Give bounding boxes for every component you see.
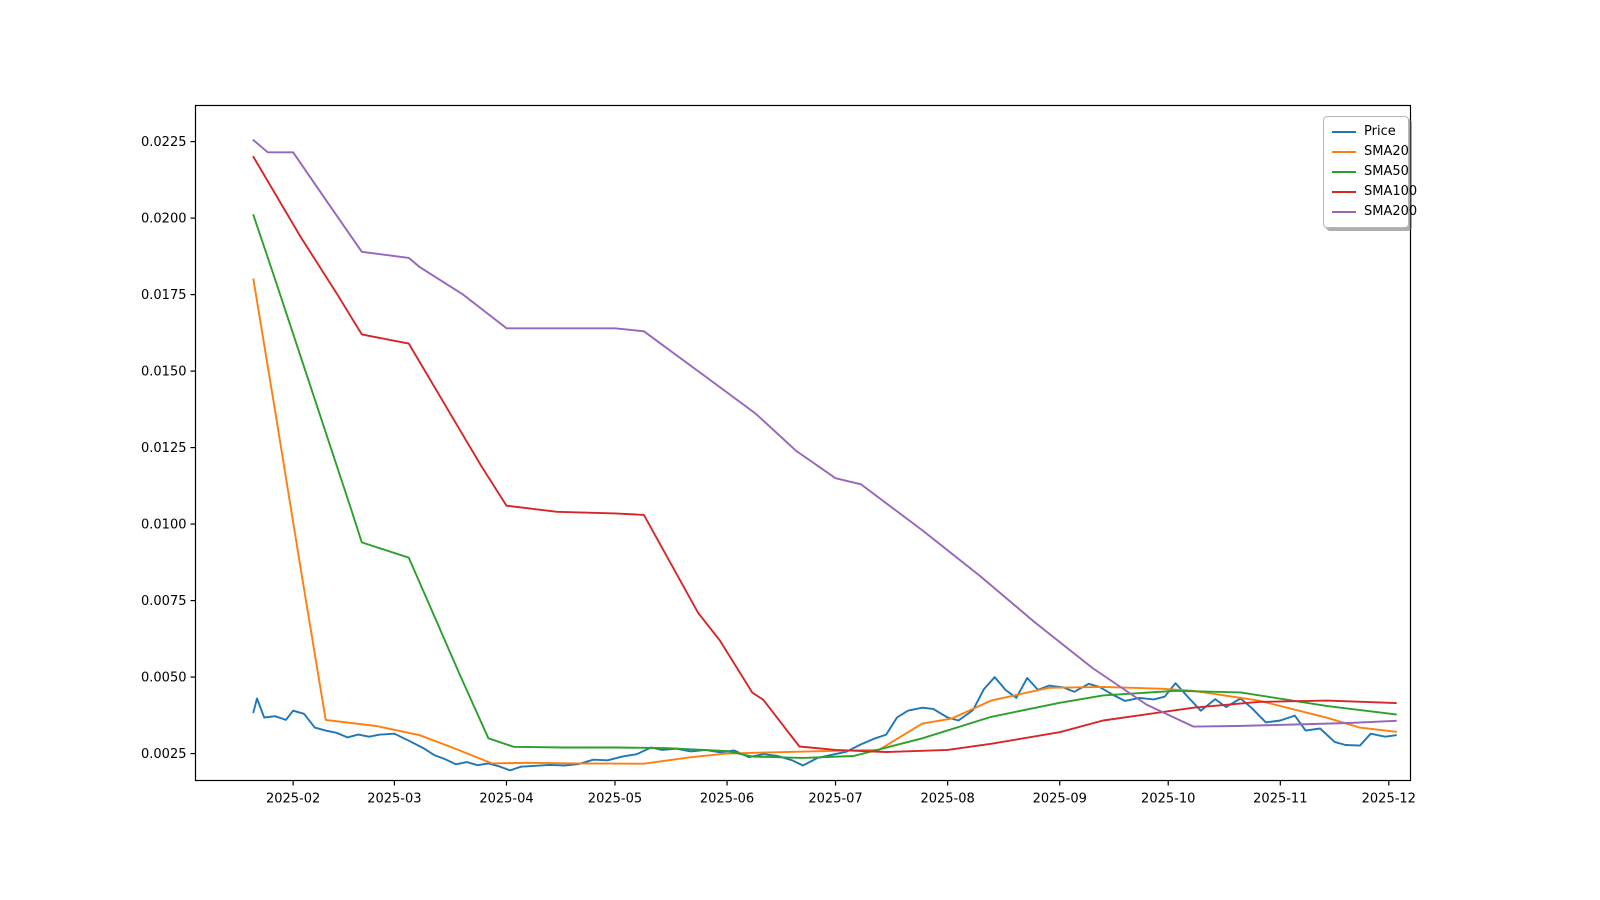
y-tick-label: 0.0075 [141, 594, 187, 609]
y-tick-label: 0.0200 [141, 212, 187, 227]
legend-swatch-sma200 [1332, 211, 1356, 213]
y-tick-label: 0.0175 [141, 288, 187, 303]
legend-item-sma200: SMA200 [1332, 202, 1417, 222]
y-tick-label: 0.0125 [141, 441, 187, 456]
x-tick-label: 2025-10 [1141, 792, 1195, 807]
x-tick-label: 2025-06 [700, 792, 754, 807]
y-tick-label: 0.0050 [141, 671, 187, 686]
plot-border [194, 104, 1412, 782]
legend-item-price: Price [1332, 122, 1401, 142]
x-tick-label: 2025-04 [479, 792, 533, 807]
x-tick-label: 2025-12 [1362, 792, 1416, 807]
series-line-sma200 [252, 139, 1397, 728]
x-tick-label: 2025-07 [808, 792, 862, 807]
x-tick-label: 2025-03 [367, 792, 421, 807]
legend-label-sma200: SMA200 [1364, 204, 1418, 219]
legend: Price SMA20 SMA50 SMA100 SMA200 [1323, 116, 1417, 228]
legend-item-sma50: SMA50 [1332, 162, 1409, 182]
series-line-sma50 [252, 214, 1397, 759]
legend-swatch-sma50 [1332, 171, 1356, 173]
y-tick-label: 0.0225 [141, 135, 187, 150]
legend-item-sma20: SMA20 [1332, 142, 1409, 162]
legend-label-price: Price [1364, 124, 1396, 139]
y-tick-label: 0.0025 [141, 747, 187, 762]
series-line-sma100 [252, 155, 1397, 753]
x-tick-label: 2025-05 [588, 792, 642, 807]
legend-label-sma20: SMA20 [1364, 144, 1409, 159]
legend-swatch-price [1332, 131, 1356, 133]
legend-label-sma100: SMA100 [1364, 184, 1418, 199]
x-tick-label: 2025-09 [1033, 792, 1087, 807]
series-line-sma20 [252, 278, 1397, 765]
legend-label-sma50: SMA50 [1364, 164, 1409, 179]
x-tick-label: 2025-02 [266, 792, 320, 807]
y-tick-label: 0.0100 [141, 518, 187, 533]
legend-swatch-sma100 [1332, 191, 1356, 193]
x-tick-label: 2025-08 [920, 792, 974, 807]
legend-swatch-sma20 [1332, 151, 1356, 153]
x-tick-label: 2025-11 [1253, 792, 1307, 807]
y-tick-label: 0.0150 [141, 365, 187, 380]
legend-item-sma100: SMA100 [1332, 182, 1417, 202]
